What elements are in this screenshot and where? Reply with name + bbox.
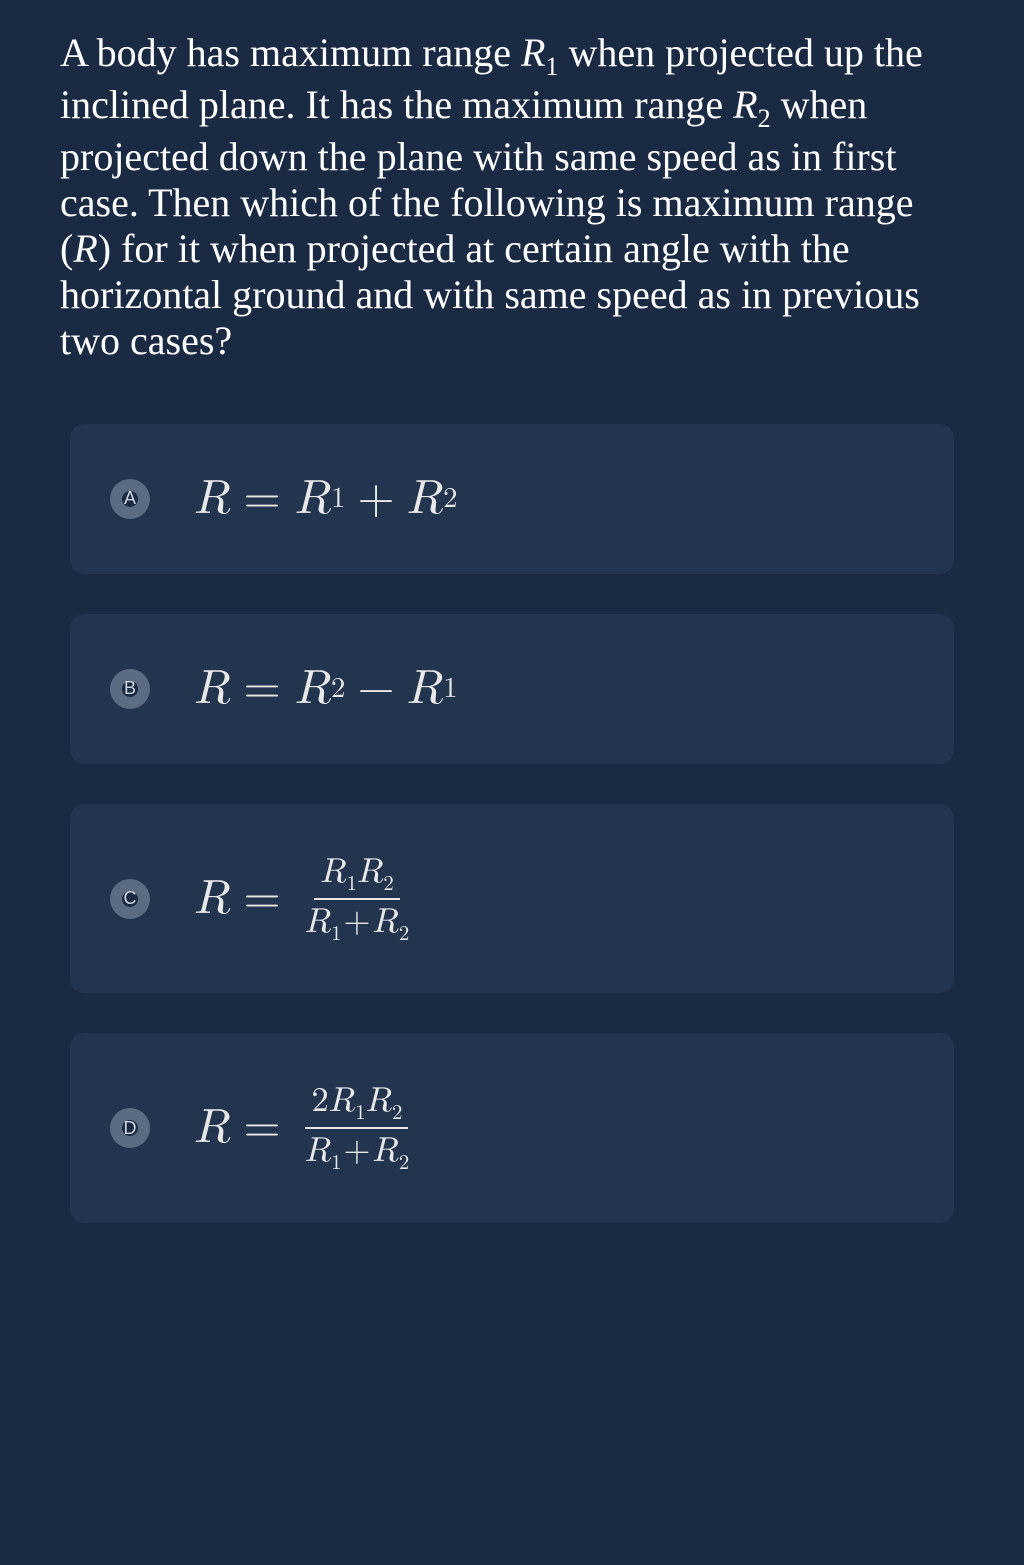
option-formula: R = 2R1R2 R1+R2 — [194, 1079, 419, 1177]
option-formula: R = R1 + R2 — [194, 470, 458, 528]
var-r: R — [73, 226, 97, 271]
denominator: R1+R2 — [299, 900, 416, 948]
option-formula: R = R2 − R1 — [194, 660, 458, 718]
option-c[interactable]: C R = R1R2 R1+R2 — [70, 804, 954, 994]
option-badge: A — [110, 479, 150, 519]
fraction: 2R1R2 R1+R2 — [299, 1079, 416, 1177]
var-r2: R2 — [733, 82, 770, 127]
denominator: R1+R2 — [299, 1129, 416, 1177]
equals: = — [243, 1099, 280, 1157]
option-badge: D — [110, 1108, 150, 1148]
option-d[interactable]: D R = 2R1R2 R1+R2 — [70, 1033, 954, 1223]
numerator: R1R2 — [314, 850, 400, 900]
option-badge: B — [110, 669, 150, 709]
options-list: A R = R1 + R2 B R = R2 − R1 C R = R1R2 — [60, 424, 964, 1223]
var-r1: R1 — [521, 30, 558, 75]
fraction: R1R2 R1+R2 — [299, 850, 416, 948]
option-formula: R = R1R2 R1+R2 — [194, 850, 419, 948]
option-a[interactable]: A R = R1 + R2 — [70, 424, 954, 574]
question-text: A body has maximum range R1 when project… — [60, 30, 964, 364]
option-b[interactable]: B R = R2 − R1 — [70, 614, 954, 764]
paren-close: ) — [98, 226, 111, 271]
operator: + — [357, 470, 394, 528]
equals: = — [243, 660, 280, 718]
paren-open: ( — [60, 226, 73, 271]
option-badge: C — [110, 879, 150, 919]
numerator: 2R1R2 — [305, 1079, 408, 1129]
equals: = — [243, 870, 280, 928]
operator: − — [357, 660, 394, 718]
question-part: for it when projected at certain angle w… — [60, 226, 920, 363]
equals: = — [243, 470, 280, 528]
question-part: A body has maximum range — [60, 30, 521, 75]
